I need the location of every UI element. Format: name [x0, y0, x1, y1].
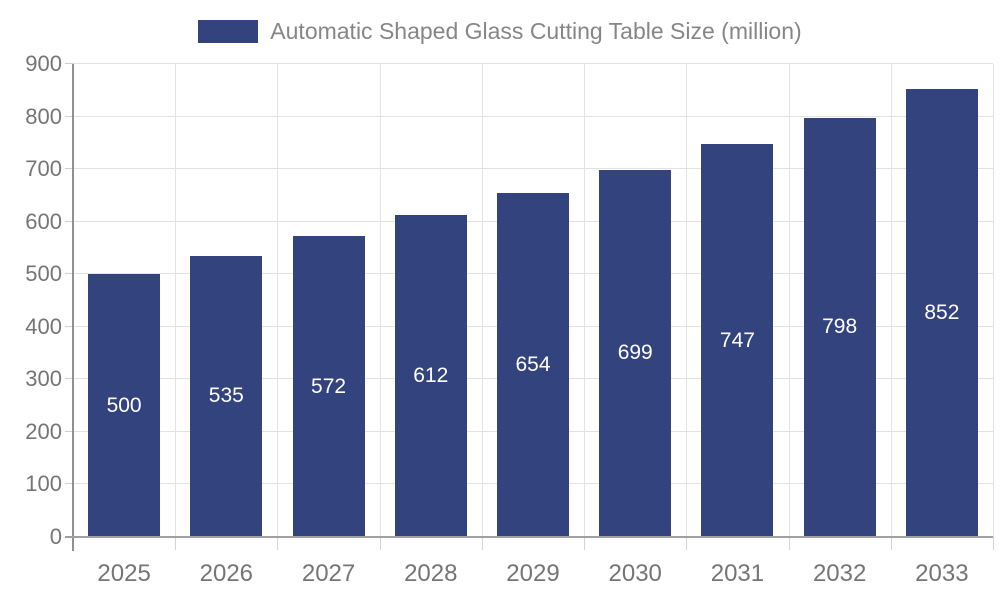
bar-value-label: 612 — [413, 364, 449, 388]
gridline-vertical — [584, 64, 586, 537]
gridline-vertical — [890, 64, 892, 537]
y-tick-label: 200 — [25, 418, 62, 444]
x-tick-label: 2029 — [506, 560, 560, 587]
x-axis-tick — [788, 537, 790, 550]
x-tick-label: 2031 — [710, 560, 765, 587]
y-axis-tick — [65, 168, 73, 170]
y-axis-tick — [65, 115, 73, 117]
y-tick-label: 300 — [25, 366, 62, 392]
bar[interactable]: 699 — [599, 169, 672, 537]
y-axis-tick — [65, 378, 73, 380]
x-axis-tick — [175, 537, 177, 550]
gridline-vertical — [379, 64, 381, 537]
x-axis-tick — [379, 537, 381, 550]
bar[interactable]: 654 — [497, 193, 569, 537]
y-tick-label: 900 — [25, 51, 62, 76]
bar-value-label: 535 — [208, 384, 244, 408]
gridline-vertical — [175, 64, 177, 537]
legend-label[interactable]: Automatic Shaped Glass Cutting Table Siz… — [270, 18, 802, 44]
bar-value-label: 798 — [822, 315, 858, 339]
gridline-vertical — [277, 64, 279, 537]
y-tick-label: 700 — [25, 156, 62, 182]
y-axis-tick — [65, 483, 73, 485]
x-tick-label: 2026 — [199, 560, 254, 587]
y-tick-label: 800 — [25, 103, 62, 129]
gridline-horizontal — [73, 115, 993, 117]
x-tick-label: 2027 — [301, 560, 356, 587]
gridline-horizontal — [73, 168, 993, 170]
y-tick-label: 500 — [25, 261, 62, 287]
gridline-vertical — [993, 64, 994, 537]
bar-value-label: 747 — [719, 328, 755, 352]
bar[interactable]: 612 — [394, 215, 467, 537]
y-tick-label: 100 — [25, 471, 62, 497]
x-axis-tick — [890, 537, 892, 550]
x-axis-tick — [277, 537, 279, 550]
x-tick-label: 2032 — [812, 560, 867, 587]
gridline-vertical — [481, 64, 483, 537]
y-tick-label: 600 — [25, 208, 62, 234]
bar-value-label: 500 — [106, 393, 142, 417]
y-tick-label: 0 — [49, 524, 62, 549]
y-axis-tick — [65, 430, 73, 432]
bar[interactable]: 572 — [292, 236, 365, 537]
gridline-horizontal — [73, 63, 993, 64]
bar-value-label: 654 — [515, 353, 551, 377]
y-tick-label: 400 — [25, 313, 62, 339]
bar[interactable]: 500 — [88, 274, 161, 537]
x-tick-label: 2030 — [608, 560, 662, 587]
legend-swatch[interactable] — [198, 20, 259, 43]
legend[interactable]: Automatic Shaped Glass Cutting Table Siz… — [0, 18, 1000, 45]
x-axis-line — [65, 536, 993, 538]
x-tick-label: 2033 — [915, 560, 969, 587]
y-axis-tick — [65, 63, 73, 64]
x-axis-tick — [686, 537, 688, 550]
plot-area: 500 535 572 612 654 699 747 798 852 — [65, 63, 994, 551]
bar[interactable]: 852 — [905, 89, 978, 537]
bar[interactable]: 535 — [190, 255, 263, 537]
x-axis-tick — [993, 537, 994, 550]
bar-value-label: 572 — [311, 374, 347, 398]
y-axis-tick — [65, 325, 73, 327]
y-axis-tick — [65, 220, 73, 222]
y-axis-line — [72, 64, 74, 551]
bar-value-label: 699 — [617, 341, 653, 365]
bar-value-label: 852 — [924, 301, 960, 325]
y-axis-tick — [65, 273, 73, 275]
gridline-vertical — [686, 64, 688, 537]
x-tick-label: 2025 — [97, 560, 151, 587]
bar[interactable]: 798 — [803, 117, 876, 537]
x-axis-tick — [584, 537, 586, 550]
x-axis-tick — [481, 537, 483, 550]
x-tick-label: 2028 — [404, 560, 458, 587]
gridline-vertical — [788, 64, 790, 537]
bar[interactable]: 747 — [701, 144, 774, 537]
